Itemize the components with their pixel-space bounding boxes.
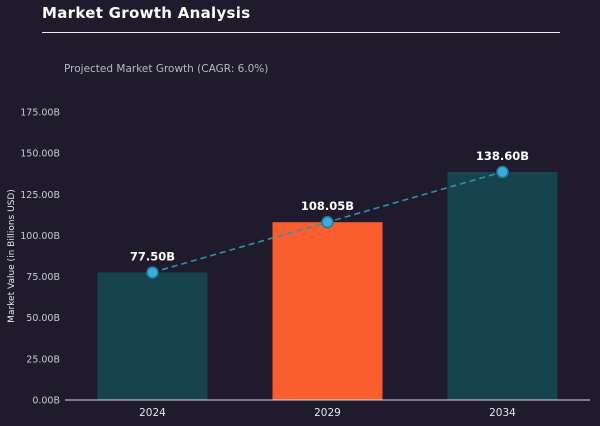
trend-marker [146,266,159,279]
y-tick-label: 25.00B [26,354,60,365]
value-label: 77.50B [130,249,175,263]
y-axis-title: Market Value (in Billions USD) [7,189,17,323]
x-tick-label: 2024 [139,407,166,419]
y-tick-label: 0.00B [32,396,60,407]
y-tick-label: 125.00B [20,190,60,201]
y-tick-label: 100.00B [20,231,60,242]
trend-marker [496,165,509,179]
page-title: Market Growth Analysis [42,4,251,22]
bar-2029 [272,222,383,400]
value-label: 138.60B [476,149,529,163]
x-tick-label: 2029 [314,407,341,419]
y-tick-label: 175.00B [20,108,60,119]
y-tick-label: 150.00B [20,149,60,160]
trend-marker [321,215,334,229]
title-underline [42,32,560,33]
y-tick-label: 75.00B [26,272,60,283]
bar-2024 [97,272,208,400]
value-label: 108.05B [301,199,354,213]
x-tick-label: 2034 [489,407,516,419]
y-tick-label: 50.00B [26,313,60,324]
chart-subtitle: Projected Market Growth (CAGR: 6.0%) [64,63,269,75]
bar-2034 [447,171,558,400]
